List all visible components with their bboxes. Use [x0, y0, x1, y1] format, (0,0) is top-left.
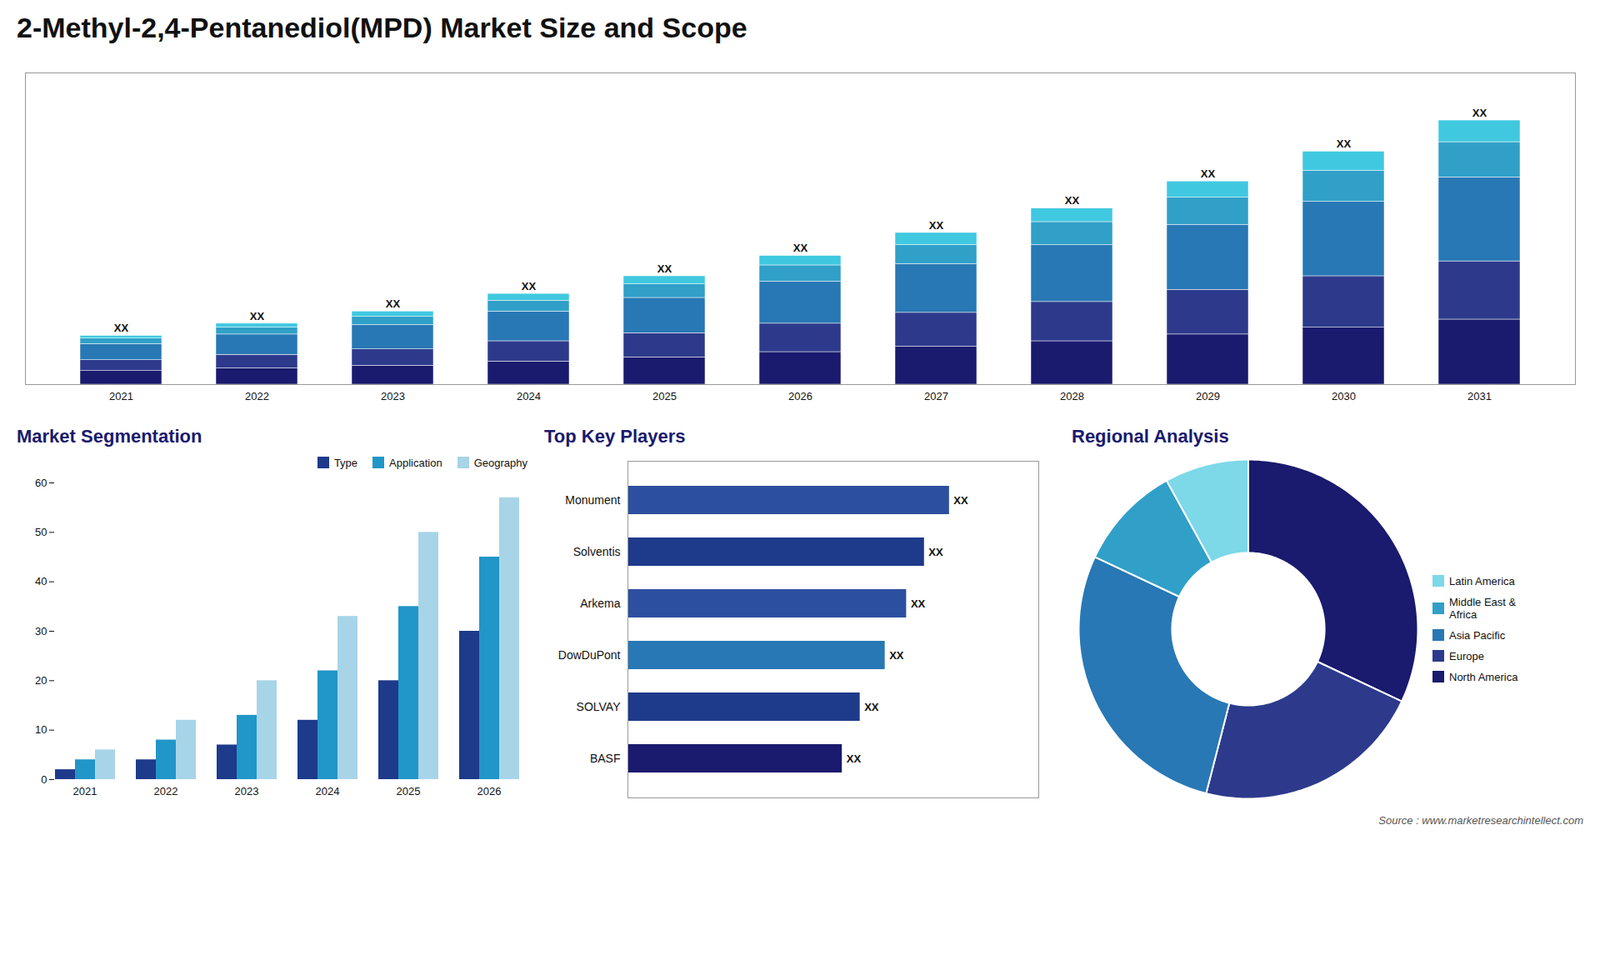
svg-text:XX: XX: [929, 219, 945, 232]
svg-text:Arkema: Arkema: [580, 596, 620, 610]
svg-text:2029: 2029: [1195, 390, 1220, 403]
svg-text:BASF: BASF: [590, 751, 621, 765]
svg-text:XX: XX: [928, 545, 944, 559]
html-text:Middle East & Africa: Middle East & Africa: [1449, 595, 1516, 621]
svg-text:SOLVAY: SOLVAY: [576, 700, 622, 714]
svg-text:40: 40: [35, 575, 47, 588]
html-text:Source : www.marketresearchint: Source : www.marketresearchintellect.com: [1378, 814, 1584, 827]
html-text:Asia Pacific: Asia Pacific: [1449, 628, 1506, 642]
svg-text:XX: XX: [889, 649, 905, 662]
svg-text:Monument: Monument: [565, 493, 620, 507]
html-text:North America: North America: [1449, 670, 1518, 683]
html-text:Market Segmentation: Market Segmentation: [16, 425, 203, 447]
svg-text:DowDuPont: DowDuPont: [558, 648, 621, 662]
svg-text:XX: XX: [864, 700, 880, 714]
svg-text:XX: XX: [1065, 194, 1080, 207]
svg-text:XX: XX: [114, 321, 130, 335]
svg-text:XX: XX: [1472, 106, 1488, 120]
svg-text:2021: 2021: [73, 785, 98, 798]
svg-text:XX: XX: [521, 280, 537, 293]
html-text:Europe: Europe: [1449, 649, 1485, 663]
svg-text:2023: 2023: [235, 785, 260, 798]
html-text:Geography: Geography: [473, 456, 528, 469]
svg-text:XX: XX: [846, 752, 862, 765]
svg-text:2030: 2030: [1331, 390, 1356, 403]
svg-text:2021: 2021: [109, 390, 134, 403]
svg-text:2025: 2025: [652, 390, 677, 403]
svg-text:2031: 2031: [1467, 390, 1492, 403]
html-text:2-Methyl-2,4-Pentanediol(MPD): 2-Methyl-2,4-Pentanediol(MPD) Market Siz…: [16, 11, 748, 44]
svg-text:2026: 2026: [788, 390, 813, 403]
svg-text:2024: 2024: [516, 390, 541, 403]
svg-text:2027: 2027: [924, 390, 949, 403]
svg-text:10: 10: [35, 723, 47, 736]
svg-text:XX: XX: [385, 297, 401, 310]
svg-text:2023: 2023: [380, 390, 405, 403]
svg-text:2024: 2024: [315, 785, 340, 798]
svg-text:Solventis: Solventis: [573, 545, 621, 559]
svg-text:XX: XX: [1336, 137, 1352, 150]
svg-text:2026: 2026: [477, 785, 502, 798]
svg-text:XX: XX: [910, 597, 926, 610]
svg-text:20: 20: [35, 674, 47, 687]
svg-text:60: 60: [35, 476, 47, 490]
svg-text:2028: 2028: [1060, 390, 1085, 403]
svg-text:0: 0: [40, 773, 47, 786]
svg-text:30: 30: [35, 625, 47, 638]
svg-text:2025: 2025: [396, 785, 421, 798]
svg-text:2022: 2022: [245, 390, 270, 403]
svg-text:50: 50: [35, 525, 47, 539]
svg-text:2022: 2022: [154, 785, 179, 798]
html-text:Latin America: Latin America: [1449, 574, 1515, 588]
svg-text:XX: XX: [250, 310, 265, 323]
html-text:Top Key Players: Top Key Players: [544, 425, 686, 447]
html-text:Regional Analysis: Regional Analysis: [1071, 425, 1229, 447]
html-text:Application: Application: [389, 456, 443, 469]
svg-text:XX: XX: [793, 241, 809, 255]
html-text:Type: Type: [334, 456, 358, 469]
svg-text:XX: XX: [953, 494, 969, 507]
svg-text:XX: XX: [1200, 167, 1216, 180]
svg-text:XX: XX: [657, 262, 673, 275]
